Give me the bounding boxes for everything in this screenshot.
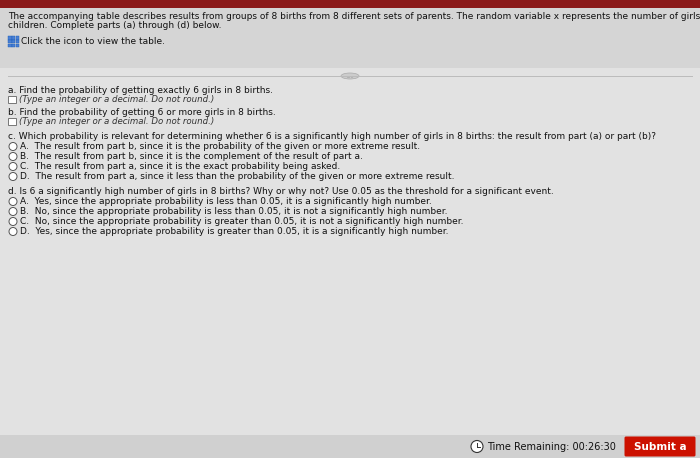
Circle shape bbox=[9, 142, 17, 151]
Circle shape bbox=[9, 207, 17, 216]
Circle shape bbox=[9, 197, 17, 206]
Text: (Type an integer or a decimal. Do not round.): (Type an integer or a decimal. Do not ro… bbox=[19, 117, 214, 126]
Text: (Type an integer or a decimal. Do not round.): (Type an integer or a decimal. Do not ro… bbox=[19, 95, 214, 104]
Bar bbox=[12, 44, 15, 47]
Text: C.  No, since the appropriate probability is greater than 0.05, it is not a sign: C. No, since the appropriate probability… bbox=[20, 217, 463, 226]
FancyBboxPatch shape bbox=[624, 436, 696, 457]
Circle shape bbox=[9, 228, 17, 235]
Circle shape bbox=[471, 441, 483, 453]
Text: The accompanying table describes results from groups of 8 births from 8 differen: The accompanying table describes results… bbox=[8, 12, 700, 21]
Text: A.  The result from part b, since it is the probability of the given or more ext: A. The result from part b, since it is t… bbox=[20, 142, 420, 151]
Text: .....: ..... bbox=[346, 73, 354, 78]
Bar bbox=[0, 435, 700, 458]
Bar bbox=[15, 36, 19, 39]
Text: Click the icon to view the table.: Click the icon to view the table. bbox=[21, 37, 165, 45]
Text: A.  Yes, since the appropriate probability is less than 0.05, it is a significan: A. Yes, since the appropriate probabilit… bbox=[20, 197, 432, 206]
Text: D.  The result from part a, since it less than the probability of the given or m: D. The result from part a, since it less… bbox=[20, 172, 454, 181]
Text: a. Find the probability of getting exactly 6 girls in 8 births.: a. Find the probability of getting exact… bbox=[8, 86, 273, 95]
Bar bbox=[0, 0, 700, 8]
Text: c. Which probability is relevant for determining whether 6 is a significantly hi: c. Which probability is relevant for det… bbox=[8, 132, 656, 141]
Text: D.  Yes, since the appropriate probability is greater than 0.05, it is a signifi: D. Yes, since the appropriate probabilit… bbox=[20, 227, 449, 236]
Text: B.  No, since the appropriate probability is less than 0.05, it is not a signifi: B. No, since the appropriate probability… bbox=[20, 207, 447, 216]
Text: d. Is 6 a significantly high number of girls in 8 births? Why or why not? Use 0.: d. Is 6 a significantly high number of g… bbox=[8, 187, 554, 196]
Bar bbox=[8, 118, 16, 125]
Bar bbox=[0, 8, 700, 68]
Bar bbox=[15, 40, 19, 44]
Text: B.  The result from part b, since it is the complement of the result of part a.: B. The result from part b, since it is t… bbox=[20, 152, 363, 161]
Text: C.  The result from part a, since it is the exact probability being asked.: C. The result from part a, since it is t… bbox=[20, 162, 340, 171]
Bar bbox=[15, 44, 19, 47]
Circle shape bbox=[9, 153, 17, 160]
Bar bbox=[0, 68, 700, 438]
Bar bbox=[12, 40, 15, 44]
Bar bbox=[8, 44, 11, 47]
Bar bbox=[8, 96, 16, 103]
Circle shape bbox=[9, 173, 17, 180]
Bar bbox=[8, 36, 11, 39]
Text: Submit a: Submit a bbox=[634, 442, 686, 452]
Circle shape bbox=[9, 218, 17, 225]
Circle shape bbox=[9, 163, 17, 170]
Ellipse shape bbox=[341, 73, 359, 79]
Text: children. Complete parts (a) through (d) below.: children. Complete parts (a) through (d)… bbox=[8, 21, 221, 30]
Text: Time Remaining: 00:26:30: Time Remaining: 00:26:30 bbox=[487, 442, 616, 452]
Bar bbox=[8, 40, 11, 44]
Text: b. Find the probability of getting 6 or more girls in 8 births.: b. Find the probability of getting 6 or … bbox=[8, 108, 276, 117]
Bar bbox=[12, 36, 15, 39]
